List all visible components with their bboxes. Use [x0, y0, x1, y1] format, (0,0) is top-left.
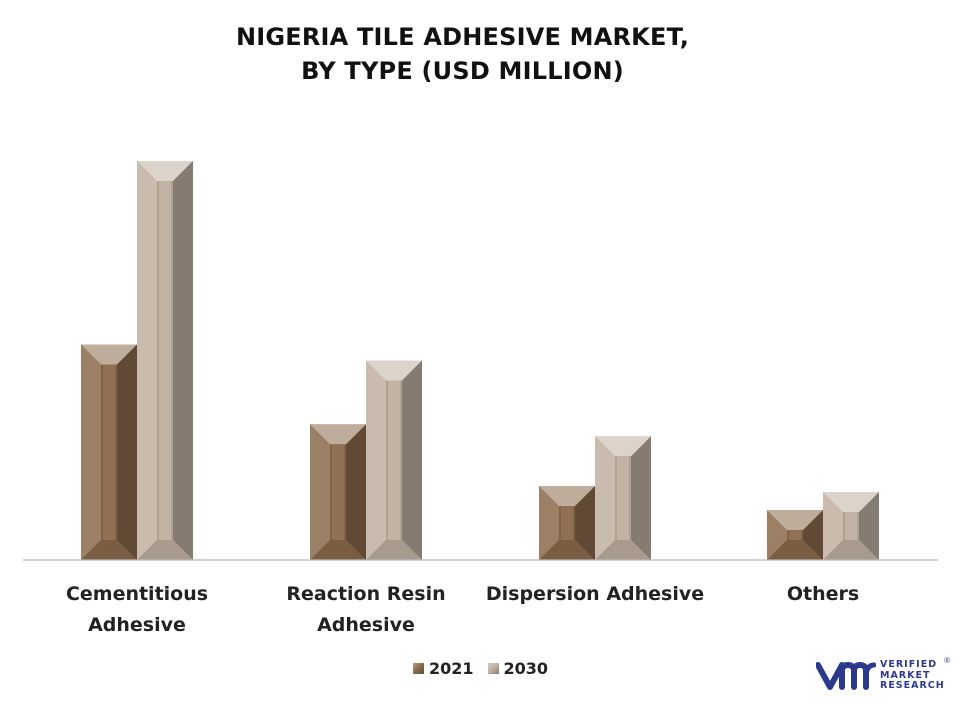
legend-swatch-2030 [487, 663, 499, 674]
legend-label-2030: 2030 [503, 659, 549, 678]
category-label-1-line-0: Reaction Resin [286, 583, 445, 605]
bar-2030-0 [137, 161, 193, 560]
bar-2021-3 [767, 510, 823, 560]
category-label-1-line-1: Adhesive [317, 614, 415, 636]
category-label-0-line-0: Cementitious [66, 583, 208, 605]
category-labels: Cementitious Adhesive Reaction Resin Adhesi… [66, 583, 859, 636]
legend-label-2021: 2021 [428, 659, 474, 678]
bar-2021-1 [310, 424, 366, 560]
category-label-0: Cementitious Adhesive [66, 583, 208, 636]
vmr-logo: VERIFIED MARKET RESEARCH ® [816, 656, 956, 696]
chart-title-line-2: BY TYPE (USD MILLION) [301, 57, 624, 85]
registered-mark: ® [944, 656, 950, 665]
legend: 2021 2030 [0, 659, 961, 678]
category-label-2-line-0: Dispersion Adhesive [486, 583, 704, 605]
bar-2030-2 [595, 436, 651, 560]
vmr-logo-line-1: VERIFIED [880, 659, 938, 671]
legend-swatch-2021 [412, 663, 424, 674]
bar-2021-0 [81, 344, 137, 560]
category-label-1: Reaction Resin Adhesive [286, 583, 445, 636]
bar-2021-2 [539, 486, 595, 560]
bar-2030-1 [366, 360, 422, 560]
vmr-logo-line-3: RESEARCH [880, 680, 945, 692]
category-label-3: Others [787, 583, 859, 605]
category-label-3-line-0: Others [787, 583, 859, 605]
bar-2030-3 [823, 492, 879, 560]
vmr-logo-icon [816, 662, 876, 690]
bars-layer [81, 161, 879, 560]
legend-item-2021: 2021 [412, 659, 474, 678]
chart-title: NIGERIA TILE ADHESIVE MARKET, BY TYPE (U… [0, 20, 925, 88]
chart-title-line-1: NIGERIA TILE ADHESIVE MARKET, [235, 23, 690, 51]
category-label-2: Dispersion Adhesive [486, 583, 704, 605]
vmr-logo-text: VERIFIED MARKET RESEARCH [880, 660, 945, 692]
vmr-logo-line-2: MARKET [880, 669, 931, 681]
legend-item-2030: 2030 [487, 659, 549, 678]
category-label-0-line-1: Adhesive [88, 614, 186, 636]
